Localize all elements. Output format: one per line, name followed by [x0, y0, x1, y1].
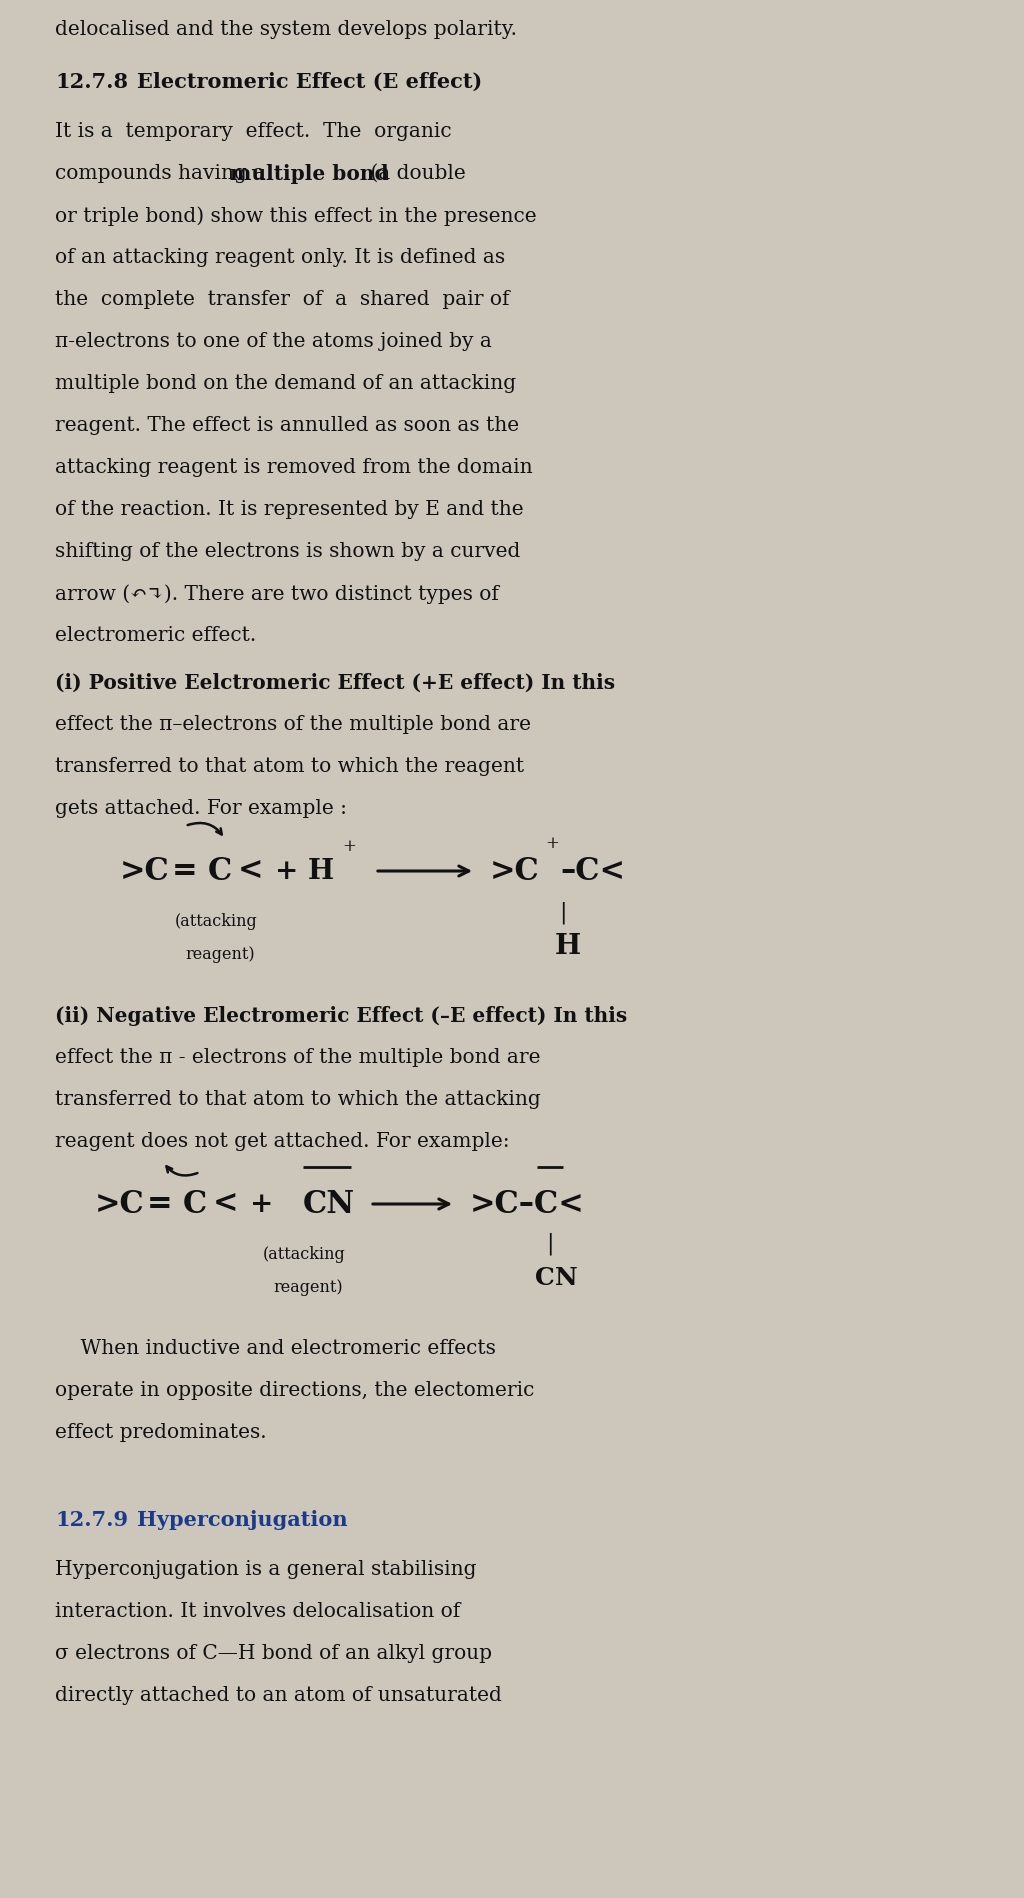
Text: directly attached to an atom of unsaturated: directly attached to an atom of unsatura…: [55, 1685, 502, 1704]
Text: π-electrons to one of the atoms joined by a: π-electrons to one of the atoms joined b…: [55, 332, 492, 351]
Text: compounds having a: compounds having a: [55, 163, 271, 182]
Text: (attacking: (attacking: [175, 913, 258, 930]
Text: =: =: [147, 1188, 173, 1220]
Text: CN: CN: [303, 1188, 355, 1220]
Text: >C–C<: >C–C<: [470, 1188, 585, 1220]
Text: attacking reagent is removed from the domain: attacking reagent is removed from the do…: [55, 457, 532, 476]
Text: Hyperconjugation is a general stabilising: Hyperconjugation is a general stabilisin…: [55, 1560, 476, 1579]
Text: effect the π–electrons of the multiple bond are: effect the π–electrons of the multiple b…: [55, 716, 531, 735]
Text: effect the π - electrons of the multiple bond are: effect the π - electrons of the multiple…: [55, 1048, 541, 1067]
Text: >C: >C: [95, 1188, 144, 1220]
Text: It is a  temporary  effect.  The  organic: It is a temporary effect. The organic: [55, 121, 452, 140]
Text: reagent does not get attached. For example:: reagent does not get attached. For examp…: [55, 1131, 510, 1150]
Text: of an attacking reagent only. It is defined as: of an attacking reagent only. It is defi…: [55, 249, 505, 268]
Text: interaction. It involves delocalisation of: interaction. It involves delocalisation …: [55, 1602, 460, 1621]
Text: =: =: [172, 856, 198, 886]
Text: arrow (↶↴). There are two distinct types of: arrow (↶↴). There are two distinct types…: [55, 585, 499, 604]
Text: –C<: –C<: [560, 856, 625, 886]
Text: reagent): reagent): [185, 945, 255, 962]
Text: <: <: [213, 1188, 239, 1220]
Text: H: H: [555, 934, 582, 960]
Text: |: |: [559, 902, 566, 924]
Text: (a double: (a double: [364, 163, 466, 182]
Text: transferred to that atom to which the reagent: transferred to that atom to which the re…: [55, 757, 524, 776]
Text: >C: >C: [490, 856, 540, 886]
Text: or triple bond) show this effect in the presence: or triple bond) show this effect in the …: [55, 207, 537, 226]
Text: the  complete  transfer  of  a  shared  pair of: the complete transfer of a shared pair o…: [55, 290, 510, 309]
Text: electromeric effect.: electromeric effect.: [55, 626, 256, 645]
Text: σ electrons of C—H bond of an alkyl group: σ electrons of C—H bond of an alkyl grou…: [55, 1644, 492, 1663]
Text: + H: + H: [275, 858, 334, 884]
Text: |: |: [546, 1232, 554, 1255]
Text: gets attached. For example :: gets attached. For example :: [55, 799, 347, 818]
Text: Hyperconjugation: Hyperconjugation: [137, 1511, 347, 1530]
Text: Electromeric Effect (E effect): Electromeric Effect (E effect): [137, 72, 482, 91]
Text: multiple bond: multiple bond: [229, 163, 388, 184]
Text: (ii) Negative Electromeric Effect (–E effect) In this: (ii) Negative Electromeric Effect (–E ef…: [55, 1006, 628, 1027]
Text: multiple bond on the demand of an attacking: multiple bond on the demand of an attack…: [55, 374, 516, 393]
Text: 12.7.9: 12.7.9: [55, 1511, 128, 1530]
Text: 12.7.8: 12.7.8: [55, 72, 128, 91]
Text: transferred to that atom to which the attacking: transferred to that atom to which the at…: [55, 1089, 541, 1108]
Text: operate in opposite directions, the electomeric: operate in opposite directions, the elec…: [55, 1382, 535, 1401]
Text: +: +: [342, 837, 356, 854]
Text: <: <: [238, 856, 263, 886]
Text: effect predominates.: effect predominates.: [55, 1424, 266, 1442]
Text: +: +: [545, 835, 559, 852]
Text: reagent. The effect is annulled as soon as the: reagent. The effect is annulled as soon …: [55, 416, 519, 435]
Text: When inductive and electromeric effects: When inductive and electromeric effects: [55, 1338, 496, 1357]
Text: (attacking: (attacking: [263, 1245, 346, 1262]
Text: delocalised and the system develops polarity.: delocalised and the system develops pola…: [55, 21, 517, 40]
Text: +: +: [250, 1190, 273, 1217]
Text: >C: >C: [120, 856, 170, 886]
Text: CN: CN: [535, 1266, 578, 1291]
Text: of the reaction. It is represented by E and the: of the reaction. It is represented by E …: [55, 499, 523, 518]
Text: C: C: [208, 856, 232, 886]
Text: shifting of the electrons is shown by a curved: shifting of the electrons is shown by a …: [55, 543, 520, 562]
Text: reagent): reagent): [273, 1279, 343, 1296]
Text: (i) Positive Eelctromeric Effect (+E effect) In this: (i) Positive Eelctromeric Effect (+E eff…: [55, 674, 615, 693]
Text: C: C: [183, 1188, 207, 1220]
